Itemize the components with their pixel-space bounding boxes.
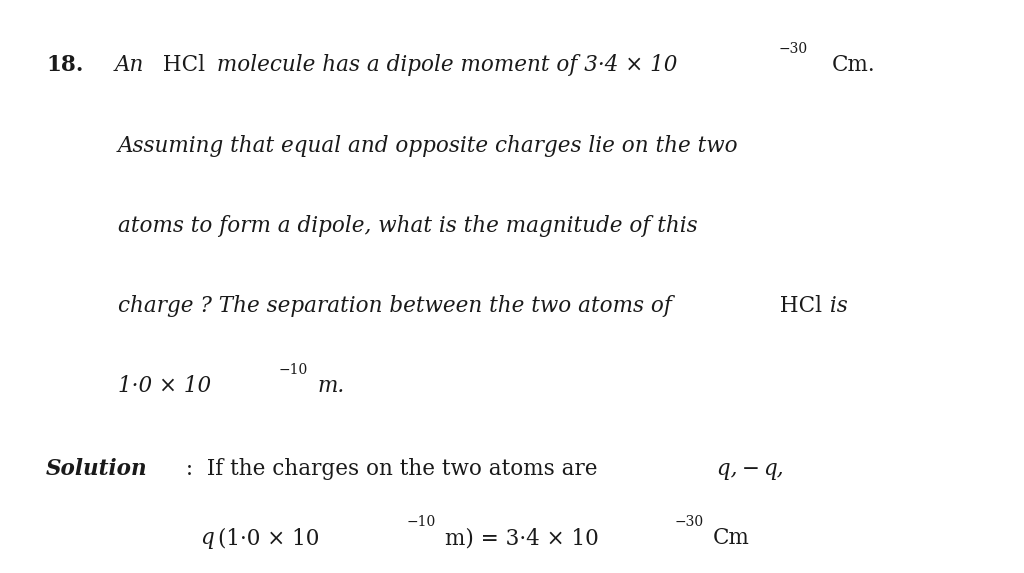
Text: q: q: [200, 527, 213, 549]
Text: −30: −30: [675, 515, 703, 528]
Text: HCl: HCl: [156, 54, 205, 76]
Text: is: is: [823, 295, 848, 317]
Text: molecule has a dipole moment of 3·4 × 10: molecule has a dipole moment of 3·4 × 10: [210, 54, 677, 76]
Text: charge ? The separation between the two atoms of: charge ? The separation between the two …: [118, 295, 672, 317]
Text: 1·0 × 10: 1·0 × 10: [118, 375, 211, 397]
Text: m) = 3·4 × 10: m) = 3·4 × 10: [445, 527, 599, 549]
Text: q,: q,: [763, 458, 783, 480]
Text: atoms to form a dipole, what is the magnitude of this: atoms to form a dipole, what is the magn…: [118, 215, 697, 237]
Text: Assuming that equal and opposite charges lie on the two: Assuming that equal and opposite charges…: [118, 135, 738, 156]
Text: An: An: [115, 54, 144, 76]
Text: −10: −10: [279, 363, 308, 376]
Text: q,: q,: [710, 458, 737, 480]
Text: −: −: [735, 458, 760, 480]
Text: −30: −30: [778, 42, 807, 56]
Text: (1·0 × 10: (1·0 × 10: [218, 527, 319, 549]
Text: :  If the charges on the two atoms are: : If the charges on the two atoms are: [179, 458, 598, 480]
Text: Cm.: Cm.: [831, 54, 876, 76]
Text: Cm: Cm: [713, 527, 750, 549]
Text: 18.: 18.: [46, 54, 83, 76]
Text: HCl: HCl: [773, 295, 822, 317]
Text: −10: −10: [407, 515, 436, 528]
Text: m.: m.: [317, 375, 345, 397]
Text: Solution: Solution: [46, 458, 147, 480]
